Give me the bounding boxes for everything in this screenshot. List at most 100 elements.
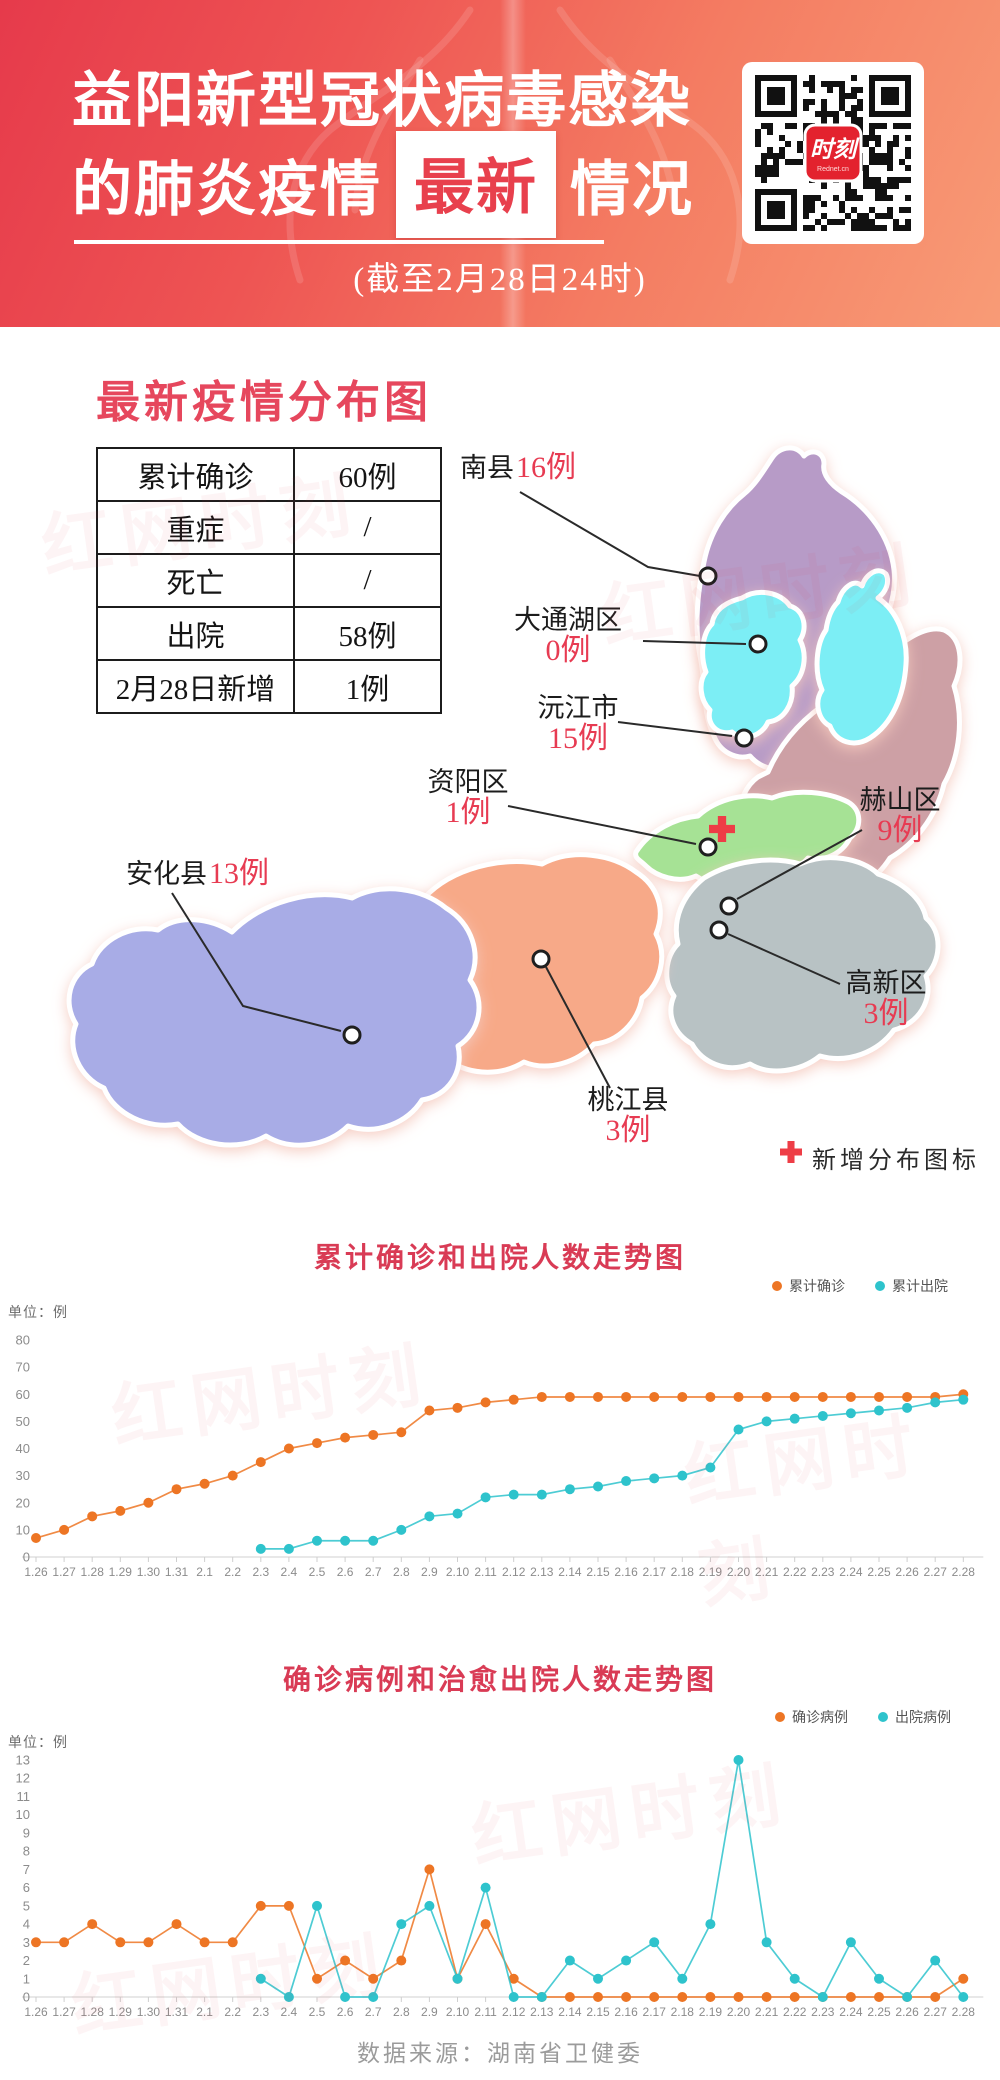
x-tick-label: 2.13 (530, 2005, 554, 2019)
data-source-footer: 数据来源：湖南省卫健委 (357, 2040, 643, 2066)
y-tick-label: 4 (23, 1917, 30, 1932)
y-tick-label: 1 (23, 1971, 30, 1986)
region-name: 高新区 (845, 968, 927, 998)
map-marker-taojiang (531, 949, 551, 969)
data-point (649, 1473, 660, 1484)
leader-line-datonghu (642, 640, 747, 645)
data-point (902, 1992, 913, 2002)
qr-logo-subtext: Rednet.cn (817, 166, 849, 173)
data-point (312, 1438, 322, 1449)
stats-row-2: 死亡 / (96, 553, 442, 608)
data-point (536, 1391, 547, 1402)
x-tick-label: 2.27 (924, 1565, 948, 1579)
chart1-cumulative-trend: 1.26 1.27 1.28 1.29 1.30 1.31 2.1 2.2 2.3 2.4 2.5 2… (16, 1333, 984, 1579)
legend-label: 累计确诊 (789, 1278, 845, 1294)
data-point (733, 1992, 744, 2002)
data-point (677, 1973, 688, 1984)
stats-label: 死亡 (96, 553, 295, 608)
x-tick-label: 2.27 (924, 2005, 948, 2019)
title-prefix: 的肺炎疫情 (72, 156, 382, 223)
data-point (564, 1955, 575, 1966)
data-point (424, 1511, 435, 1522)
region-name: 资阳区 (427, 767, 509, 797)
y-tick-label: 12 (16, 1771, 30, 1786)
y-tick-label: 80 (16, 1333, 30, 1348)
main-title-line2: 的肺炎疫情 最新 情况 (72, 130, 694, 238)
legend-dot-icon (875, 1281, 885, 1291)
chart2-legend: 确诊病例 出院病例 (775, 1707, 951, 1727)
data-point (817, 1391, 828, 1402)
x-tick-label: 2.21 (755, 2005, 779, 2019)
data-point (958, 1394, 969, 1405)
data-point (368, 1535, 379, 1546)
region-case-count: 0例 (545, 634, 591, 668)
x-tick-label: 2.25 (867, 2005, 891, 2019)
data-point (874, 1391, 884, 1402)
x-tick-label: 2.7 (365, 1565, 382, 1579)
stats-value: / (293, 553, 442, 608)
map-label-yuanjiang: 沅江市 15例 (478, 693, 678, 756)
x-tick-label: 2.11 (474, 2005, 497, 2019)
lung-artwork-decoration (286, 6, 744, 284)
region-name: 安化县 (126, 859, 207, 889)
region-name: 桃江县 (587, 1085, 669, 1115)
y-tick-label: 6 (23, 1880, 30, 1895)
data-point (396, 1955, 407, 1966)
data-point (508, 1973, 519, 1984)
data-point (452, 1402, 463, 1413)
data-point (621, 1955, 632, 1966)
x-tick-label: 1.26 (24, 2005, 48, 2019)
data-point (845, 1408, 856, 1419)
data-point (227, 1470, 238, 1481)
data-point (621, 1476, 632, 1487)
leader-line-nanxian (519, 491, 701, 577)
x-tick-label: 2.21 (755, 1565, 779, 1579)
x-tick-label: 2.6 (337, 1565, 354, 1579)
x-tick-label: 2.3 (252, 1565, 269, 1579)
map-label-ziyang: 资阳区 1例 (368, 767, 568, 830)
leader-line-ziyang (507, 805, 697, 845)
region-case-count: 13例 (209, 857, 269, 890)
data-point (508, 1992, 519, 2002)
data-point (649, 1391, 660, 1402)
x-tick-label: 1.29 (109, 2005, 133, 2019)
x-tick-label: 2.22 (783, 1565, 807, 1579)
data-point (199, 1478, 210, 1489)
data-point (283, 1443, 294, 1454)
y-tick-label: 70 (16, 1360, 30, 1375)
data-point (312, 1973, 322, 1984)
map-label-nanxian: 南县16例 (460, 451, 576, 484)
data-point (396, 1524, 407, 1535)
data-point (705, 1462, 716, 1473)
series-line-1 (260, 1398, 964, 1550)
x-tick-label: 2.3 (252, 2005, 269, 2019)
x-tick-label: 2.20 (727, 2005, 751, 2019)
map-marker-datonghu (748, 634, 768, 654)
x-tick-label: 2.18 (671, 2005, 695, 2019)
data-point (845, 1992, 856, 2002)
chart1-title: 累计确诊和出院人数走势图 (313, 1243, 686, 1274)
x-tick-label: 2.15 (586, 2005, 610, 2019)
data-point (930, 1992, 941, 2002)
stats-value: 1例 (293, 659, 442, 714)
x-tick-label: 2.5 (309, 1565, 326, 1579)
qr-code: 时刻 Rednet.cn (742, 62, 924, 244)
data-point (845, 1391, 856, 1402)
leader-line-taojiang (545, 966, 611, 1089)
x-tick-label: 1.31 (165, 2005, 189, 2019)
chart2-daily-trend: 1.26 1.27 1.28 1.29 1.30 1.31 2.1 2.2 2.3 2.4 2.5 2… (16, 1755, 984, 2019)
x-tick-label: 2.8 (393, 2005, 410, 2019)
data-point (480, 1882, 491, 1893)
x-tick-label: 2.1 (196, 2005, 213, 2019)
region-name: 南县 (460, 453, 514, 483)
chart1-unit-label: 单位：例 (8, 1304, 68, 1320)
data-point (536, 1489, 547, 1500)
map-region-anhua (66, 886, 482, 1148)
chart2-title: 确诊病例和治愈出院人数走势图 (282, 1665, 717, 1696)
x-tick-label: 2.19 (699, 1565, 723, 1579)
x-tick-label: 1.27 (52, 1565, 76, 1579)
data-point (115, 1937, 126, 1948)
data-point (171, 1484, 182, 1495)
